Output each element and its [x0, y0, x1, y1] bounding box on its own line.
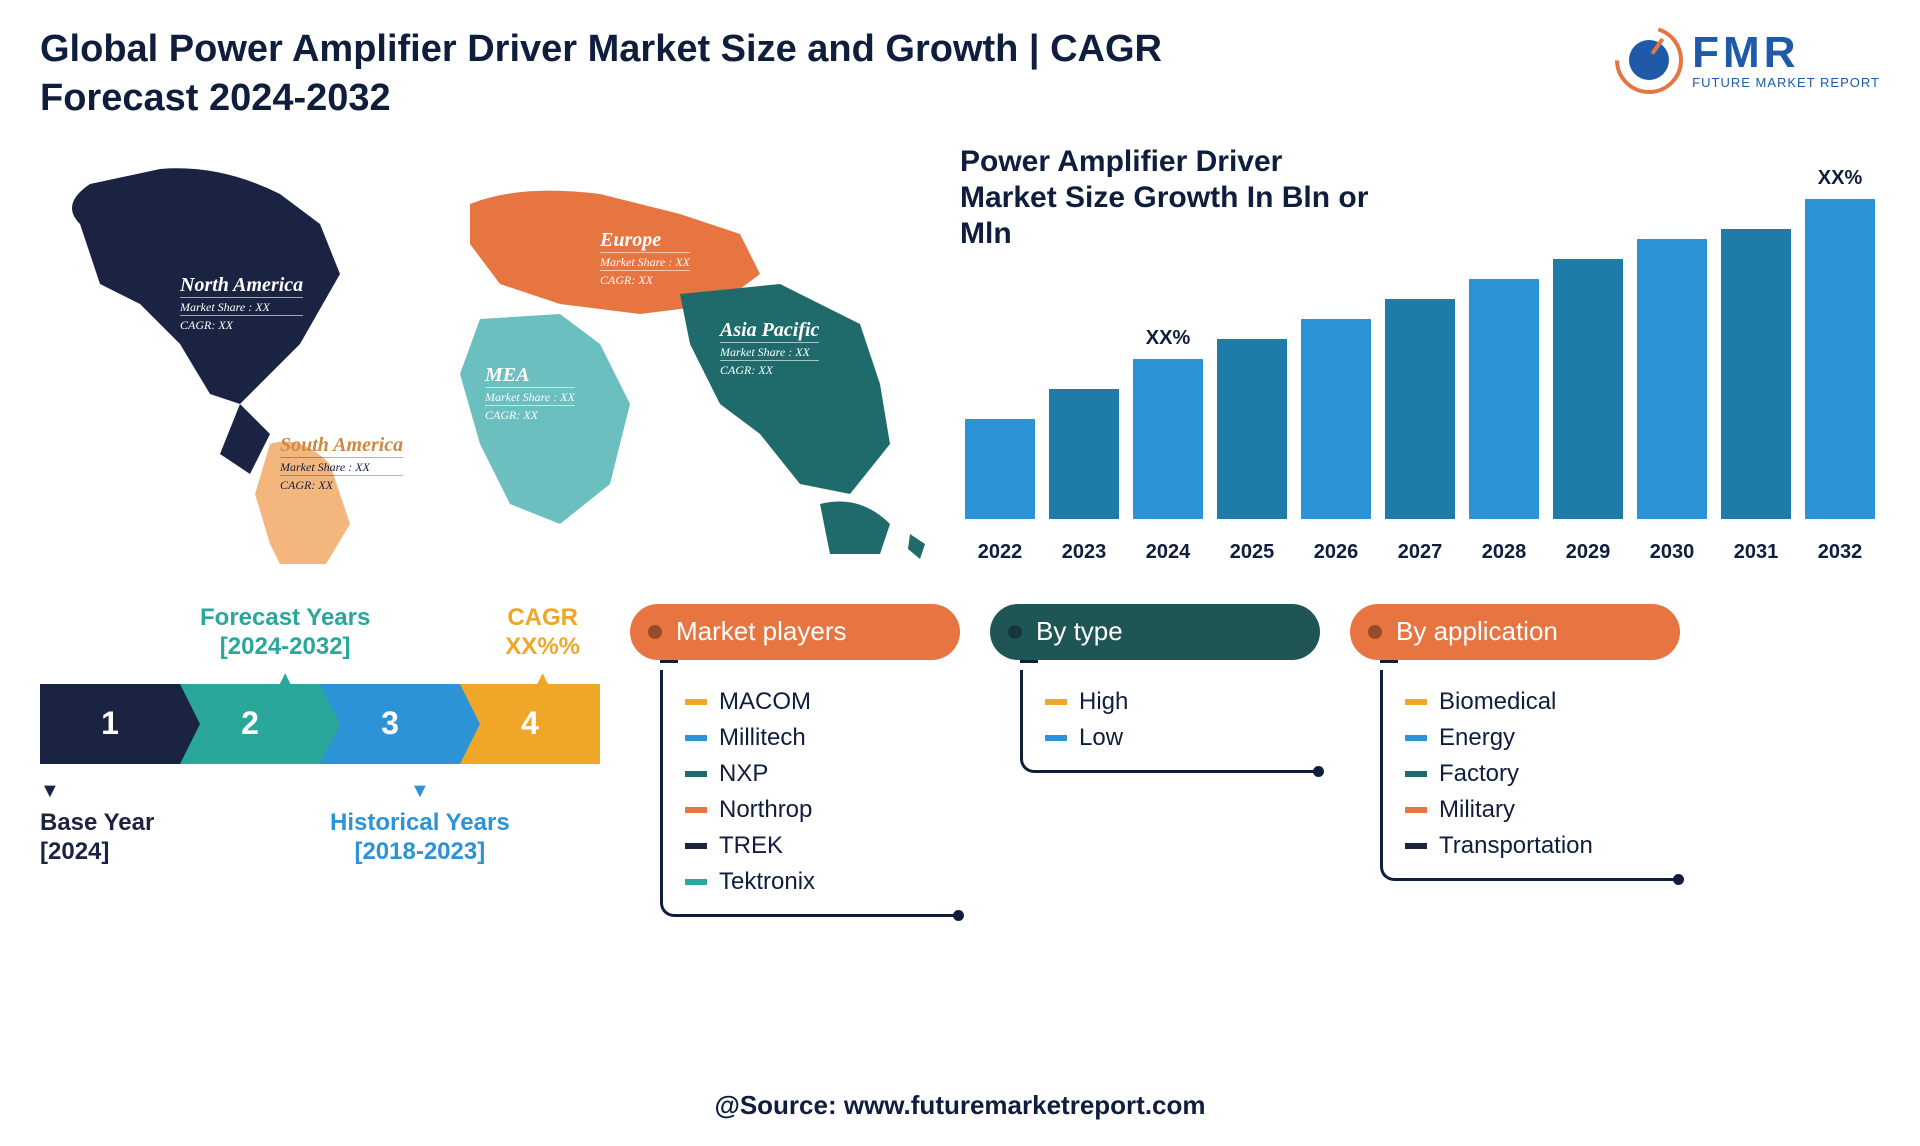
- logo-text: FMR FUTURE MARKET REPORT: [1692, 31, 1880, 90]
- timeline-seg-3: 3: [320, 684, 460, 764]
- by-application-header: By application: [1350, 604, 1680, 660]
- timeline-base-label: ▼ Base Year [2024]: [40, 779, 154, 867]
- logo-subtext: FUTURE MARKET REPORT: [1692, 75, 1880, 90]
- chart-bar: [1721, 229, 1791, 519]
- logo-icon: [1614, 25, 1684, 95]
- by-type-header: By type: [990, 604, 1320, 660]
- marker-icon: [685, 843, 707, 849]
- bullet-icon: [1008, 625, 1022, 639]
- list-item: Northrop: [685, 792, 960, 828]
- marker-icon: [685, 879, 707, 885]
- marker-icon: [685, 771, 707, 777]
- region-north-america: North America Market Share : XX CAGR: XX: [180, 274, 303, 333]
- list-item: Transportation: [1405, 828, 1680, 864]
- marker-icon: [1405, 699, 1427, 705]
- market-players-header: Market players: [630, 604, 960, 660]
- region-south-america: South America Market Share : XX CAGR: XX: [280, 434, 403, 493]
- list-item: Millitech: [685, 720, 960, 756]
- region-europe: Europe Market Share : XX CAGR: XX: [600, 229, 690, 288]
- logo-fmr: FMR: [1692, 31, 1880, 75]
- timeline-seg-1: 1: [40, 684, 180, 764]
- chart-bar: [1301, 319, 1371, 519]
- marker-icon: [1405, 807, 1427, 813]
- list-item: High: [1045, 684, 1320, 720]
- page-title: Global Power Amplifier Driver Market Siz…: [40, 25, 1240, 124]
- list-item: Biomedical: [1405, 684, 1680, 720]
- x-axis-label: 2031: [1721, 541, 1791, 564]
- timeline-cagr-label: CAGR XX%% ▲: [505, 604, 580, 692]
- chart-bar: [1217, 339, 1287, 519]
- list-item: MACOM: [685, 684, 960, 720]
- by-type-list: HighLow: [1020, 670, 1320, 773]
- timeline-forecast-label: Forecast Years [2024-2032] ▲: [200, 604, 370, 692]
- bar-chart: Power Amplifier Driver Market Size Growt…: [960, 144, 1880, 564]
- x-axis-label: 2027: [1385, 541, 1455, 564]
- region-asia-pacific: Asia Pacific Market Share : XX CAGR: XX: [720, 319, 819, 378]
- x-axis-label: 2028: [1469, 541, 1539, 564]
- market-players-column: Market players MACOMMillitechNXPNorthrop…: [630, 604, 960, 917]
- x-axis-label: 2030: [1637, 541, 1707, 564]
- by-application-list: BiomedicalEnergyFactoryMilitaryTransport…: [1380, 670, 1680, 881]
- chart-bar: [1385, 299, 1455, 519]
- timeline-historical-label: ▼ Historical Years [2018-2023]: [330, 779, 510, 867]
- marker-icon: [1045, 735, 1067, 741]
- world-map: North America Market Share : XX CAGR: XX…: [40, 144, 940, 564]
- chart-bar: [1469, 279, 1539, 519]
- x-axis-label: 2025: [1217, 541, 1287, 564]
- top-section: North America Market Share : XX CAGR: XX…: [40, 144, 1880, 564]
- timeline-seg-4: 4: [460, 684, 600, 764]
- header: Global Power Amplifier Driver Market Siz…: [40, 25, 1880, 124]
- marker-icon: [1405, 735, 1427, 741]
- timeline-bar: 1 2 3 4: [40, 684, 600, 764]
- by-type-column: By type HighLow: [990, 604, 1320, 917]
- x-axis-label: 2029: [1553, 541, 1623, 564]
- list-item: Military: [1405, 792, 1680, 828]
- marker-icon: [685, 807, 707, 813]
- list-item: Energy: [1405, 720, 1680, 756]
- list-item: Factory: [1405, 756, 1680, 792]
- list-item: Tektronix: [685, 864, 960, 900]
- chart-bar: [965, 419, 1035, 519]
- by-application-column: By application BiomedicalEnergyFactoryMi…: [1350, 604, 1680, 917]
- chart-x-axis: 2022 2023 2024 2025 2026 2027 2028 2029 2030 2031…: [960, 541, 1880, 564]
- chart-bar: [1637, 239, 1707, 519]
- marker-icon: [685, 735, 707, 741]
- chart-bar: XX%: [1805, 199, 1875, 519]
- x-axis-label: 2022: [965, 541, 1035, 564]
- list-item: NXP: [685, 756, 960, 792]
- bottom-section: Forecast Years [2024-2032] ▲ CAGR XX%% ▲…: [40, 604, 1880, 917]
- marker-icon: [1045, 699, 1067, 705]
- chart-bar: [1553, 259, 1623, 519]
- logo: FMR FUTURE MARKET REPORT: [1614, 25, 1880, 95]
- bar-annotation: XX%: [1818, 167, 1862, 191]
- chart-bar: XX%: [1133, 359, 1203, 519]
- market-players-list: MACOMMillitechNXPNorthropTREKTektronix: [660, 670, 960, 917]
- marker-icon: [1405, 843, 1427, 849]
- x-axis-label: 2032: [1805, 541, 1875, 564]
- bullet-icon: [648, 625, 662, 639]
- chart-bars: XX% XX%: [960, 199, 1880, 519]
- list-item: Low: [1045, 720, 1320, 756]
- chart-bar: [1049, 389, 1119, 519]
- timeline-seg-2: 2: [180, 684, 320, 764]
- region-mea: MEA Market Share : XX CAGR: XX: [485, 364, 575, 423]
- marker-icon: [1405, 771, 1427, 777]
- list-item: TREK: [685, 828, 960, 864]
- source-attribution: @Source: www.futuremarketreport.com: [0, 1090, 1920, 1121]
- x-axis-label: 2026: [1301, 541, 1371, 564]
- bar-annotation: XX%: [1146, 327, 1190, 351]
- x-axis-label: 2024: [1133, 541, 1203, 564]
- x-axis-label: 2023: [1049, 541, 1119, 564]
- timeline: Forecast Years [2024-2032] ▲ CAGR XX%% ▲…: [40, 604, 600, 917]
- bullet-icon: [1368, 625, 1382, 639]
- marker-icon: [685, 699, 707, 705]
